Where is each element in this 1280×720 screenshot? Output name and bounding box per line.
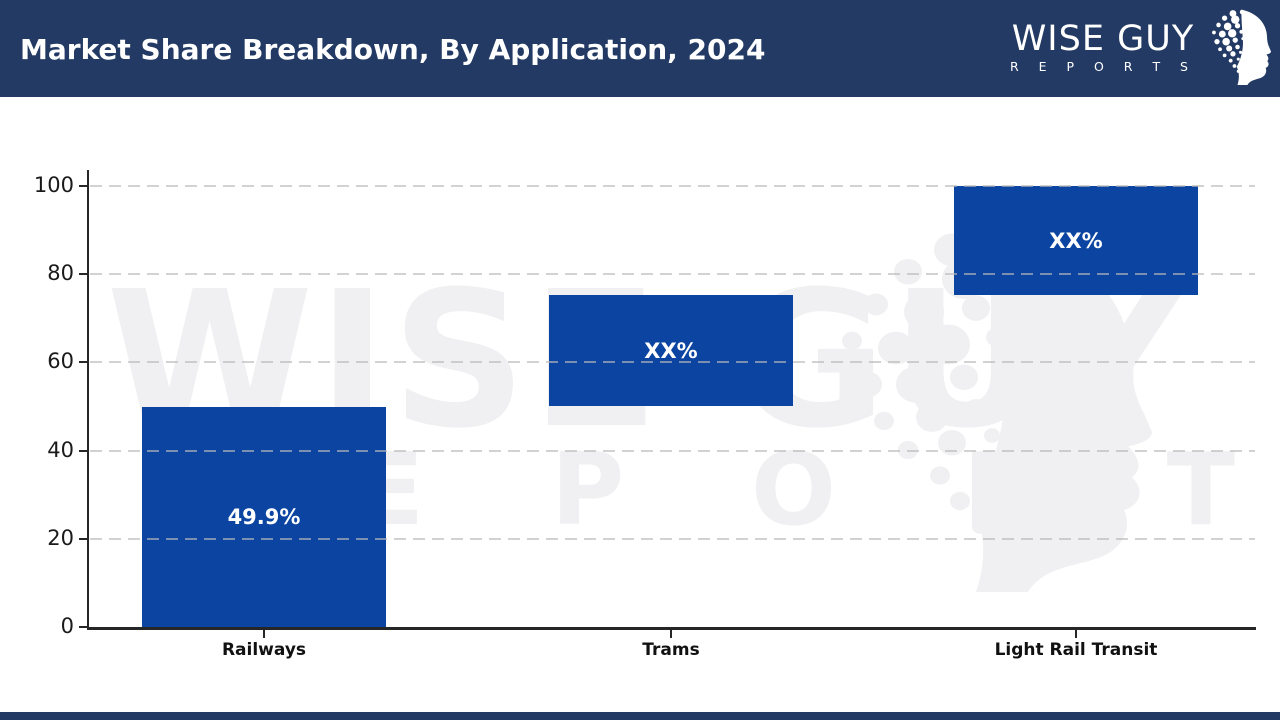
footer-bar bbox=[0, 712, 1280, 720]
bar-value-label: 49.9% bbox=[227, 504, 301, 529]
gridline-100 bbox=[90, 185, 1255, 187]
x-category-label: Railways bbox=[221, 640, 307, 660]
gridline-40 bbox=[90, 449, 1255, 452]
logo-text: WISE GUY R E P O R T S bbox=[1010, 20, 1196, 74]
gridline-20 bbox=[90, 537, 1255, 540]
gridline-60 bbox=[90, 361, 1255, 364]
y-axis-line bbox=[87, 170, 89, 630]
y-tick-label: 0 bbox=[60, 614, 74, 638]
logo-wordmark: WISE GUY bbox=[1011, 19, 1195, 59]
y-tick-mark bbox=[79, 361, 87, 364]
header-bar: Market Share Breakdown, By Application, … bbox=[0, 0, 1280, 97]
y-tick-mark bbox=[79, 626, 87, 628]
bar-value-label: XX% bbox=[644, 338, 698, 363]
x-axis-line bbox=[87, 627, 1256, 630]
x-tick-mark bbox=[1075, 630, 1077, 638]
y-tick-label: 60 bbox=[47, 349, 74, 374]
y-tick-mark bbox=[79, 537, 87, 540]
y-tick-label: 40 bbox=[47, 437, 74, 462]
bar-railways bbox=[142, 406, 386, 627]
y-tick-label: 100 bbox=[33, 173, 74, 197]
bar-light-rail-transit bbox=[954, 186, 1198, 296]
bar-value-label: XX% bbox=[1049, 228, 1103, 253]
y-tick-label: 80 bbox=[47, 261, 74, 286]
x-tick-mark bbox=[670, 630, 672, 638]
y-tick-label: 20 bbox=[47, 525, 74, 550]
y-tick-mark bbox=[79, 185, 87, 187]
y-tick-mark bbox=[79, 273, 87, 276]
logo-subtitle: R E P O R T S bbox=[1009, 59, 1196, 74]
x-category-label: Trams bbox=[642, 640, 700, 660]
wise-guy-reports-logo: WISE GUY R E P O R T S bbox=[1010, 5, 1274, 89]
bar-trams bbox=[549, 295, 793, 407]
chart-title: Market Share Breakdown, By Application, … bbox=[20, 33, 766, 66]
x-tick-mark bbox=[263, 630, 265, 638]
y-tick-mark bbox=[79, 449, 87, 452]
x-category-label: Light Rail Transit bbox=[994, 640, 1158, 660]
dotted-head-icon bbox=[1212, 9, 1271, 85]
gridline-80 bbox=[90, 273, 1255, 276]
